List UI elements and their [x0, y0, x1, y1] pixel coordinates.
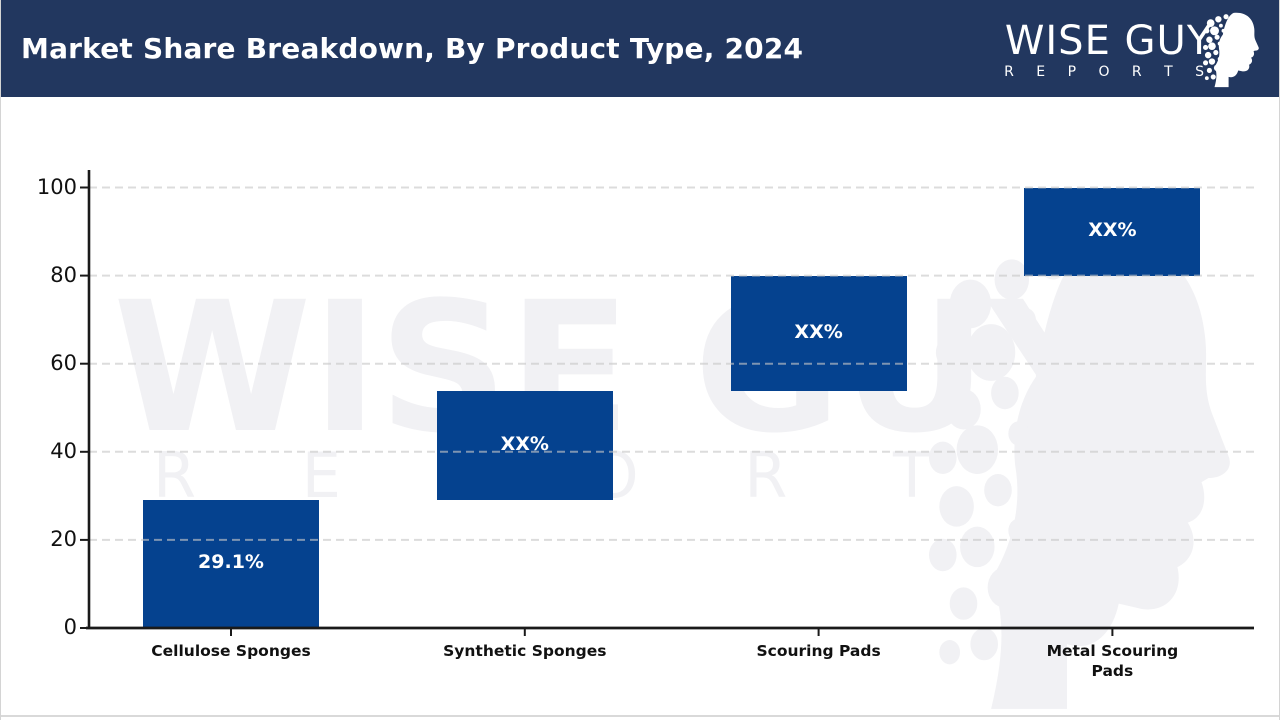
bar-synthetic-sponges	[436, 391, 613, 500]
logo-wordmark: WISE GUY	[1004, 18, 1213, 64]
bar-scouring-pads	[730, 276, 907, 392]
logo-reports-line: R E P O R T S	[1004, 64, 1213, 80]
wise-guy-reports-logo: WISE GUY R E P O R T S	[1004, 10, 1267, 90]
dotted-head-profile-icon	[1203, 12, 1259, 88]
header-banner: Market Share Breakdown, By Product Type,…	[1, 0, 1279, 97]
bar-metal-scouring-pads	[1024, 187, 1201, 277]
page-title: Market Share Breakdown, By Product Type,…	[21, 32, 804, 65]
bottom-border	[1, 715, 1279, 720]
logo-text: WISE GUY R E P O R T S	[1004, 21, 1213, 79]
bar-cellulose-sponges	[143, 499, 319, 628]
bars-layer	[1, 97, 1279, 717]
chart-area: WISE GUY R E P O R T S 0 20 40 60 80 100 29.1%…	[1, 97, 1279, 717]
